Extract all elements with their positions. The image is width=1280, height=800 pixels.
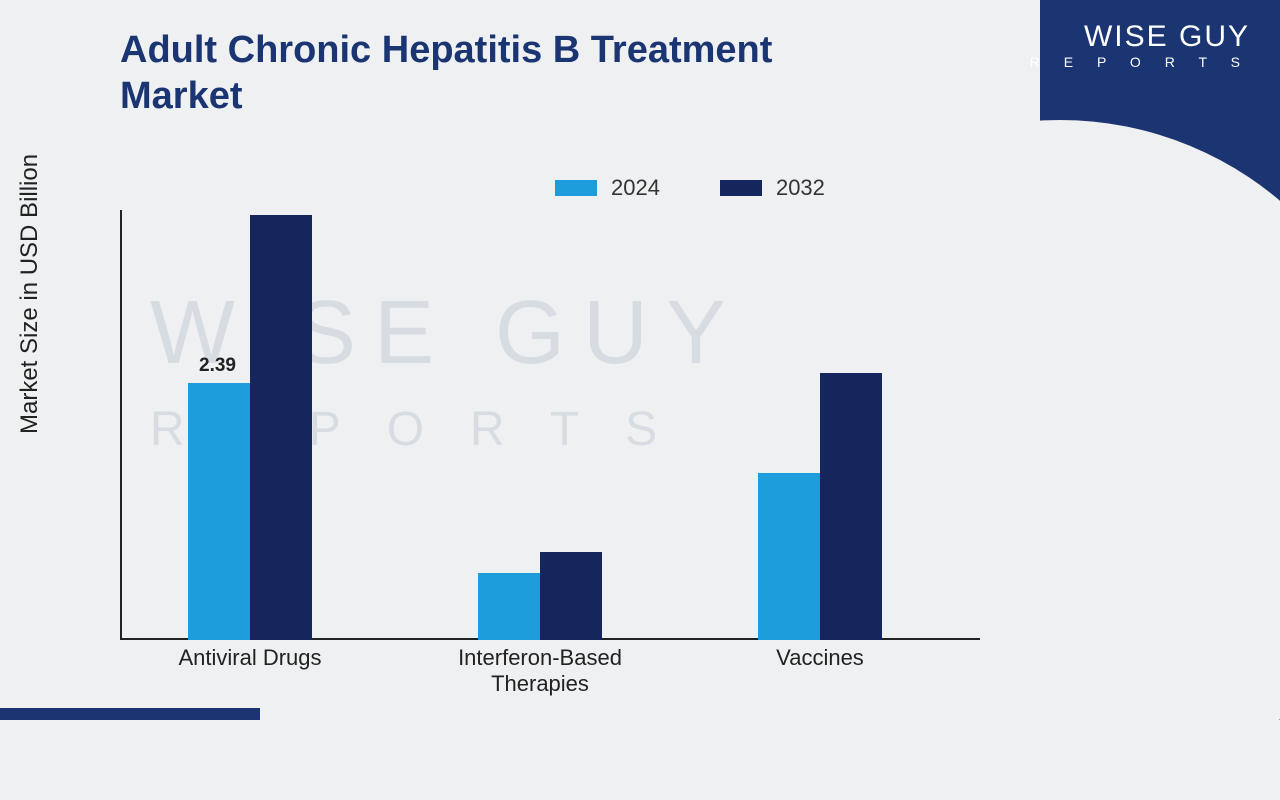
legend-swatch-2032 [720,180,762,196]
bottom-accent-bar [0,708,260,720]
legend-item-2024: 2024 [555,175,660,201]
bar-group: 2.39 [188,215,312,640]
bar [478,573,540,640]
logo-line2: R E P O R T S [1030,55,1250,70]
bar-value-label: 2.39 [199,355,236,377]
bar [758,473,820,640]
legend-label-2024: 2024 [611,175,660,201]
bar [250,215,312,640]
x-axis-category-label: Interferon-Based Therapies [420,645,660,698]
y-axis-label: Market Size in USD Billion [16,154,44,434]
bar-group [758,373,882,640]
y-axis-line [120,210,122,640]
legend-item-2032: 2032 [720,175,825,201]
chart-plot-area: 2.39 [120,210,980,640]
legend-swatch-2024 [555,180,597,196]
legend-label-2032: 2032 [776,175,825,201]
brand-logo: WISE GUY R E P O R T S [1030,20,1250,70]
logo-line1: WISE GUY [1084,20,1250,53]
x-axis-category-label: Antiviral Drugs [170,645,330,671]
chart-title: Adult Chronic Hepatitis B Treatment Mark… [120,28,820,119]
bar [820,373,882,640]
chart-legend: 2024 2032 [555,175,825,201]
bar-group [478,552,602,640]
bar [188,383,250,640]
x-axis-category-label: Vaccines [740,645,900,671]
bar [540,552,602,640]
